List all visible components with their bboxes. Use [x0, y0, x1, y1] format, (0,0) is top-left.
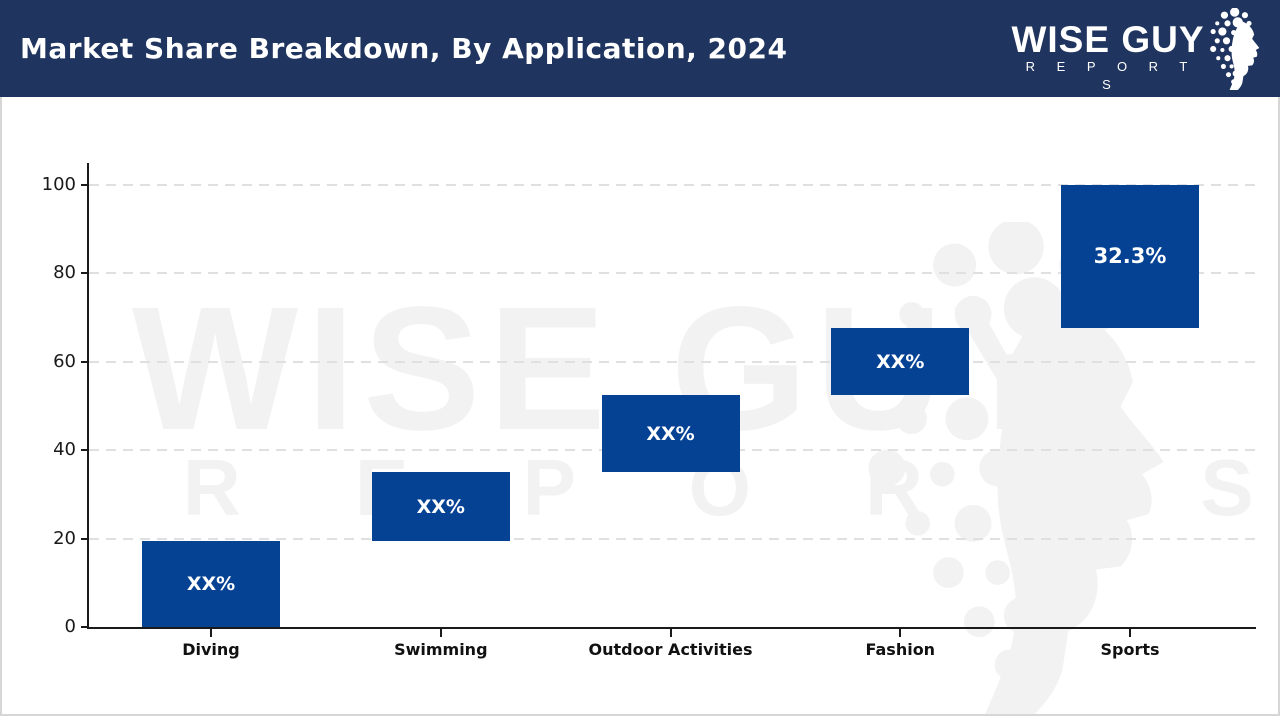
gridline: [89, 184, 1256, 186]
bar-outdoor-activities: XX%: [601, 395, 740, 473]
y-axis-tick: [81, 184, 89, 186]
x-axis-tick: [899, 629, 902, 637]
chart-title: Market Share Breakdown, By Application, …: [20, 32, 788, 65]
x-tick-label: Sports: [1100, 640, 1160, 659]
x-tick-label: Swimming: [394, 640, 488, 659]
y-axis-tick: [81, 360, 89, 363]
bar-diving: XX%: [142, 541, 280, 627]
gridline: [89, 272, 1256, 275]
brand-subname: R E P O R T S: [1025, 59, 1197, 92]
brand-logo-text: WISE GUY R E P O R T S: [1008, 19, 1208, 94]
y-axis-tick: [81, 626, 89, 628]
bar-value-label: XX%: [186, 573, 236, 596]
x-axis-tick: [439, 629, 442, 637]
bar-value-label: XX%: [416, 495, 465, 518]
gridline: [89, 537, 1256, 540]
bar-value-label: XX%: [876, 350, 925, 373]
y-tick-label: 0: [64, 616, 76, 637]
y-axis-line: [87, 163, 89, 629]
x-axis-tick: [669, 629, 672, 637]
bar-value-label: 32.3%: [1093, 244, 1167, 269]
y-tick-label: 40: [53, 439, 76, 461]
x-axis-tick: [210, 629, 212, 637]
header-bar: Market Share Breakdown, By Application, …: [0, 0, 1280, 97]
y-axis-tick: [81, 272, 89, 275]
gridline: [89, 360, 1256, 363]
y-tick-label: 20: [53, 527, 76, 549]
x-tick-label: Diving: [182, 640, 240, 659]
x-tick-label: Fashion: [865, 640, 936, 659]
y-axis-tick: [81, 449, 89, 452]
bar-fashion: XX%: [831, 327, 970, 396]
y-tick-label: 60: [53, 350, 76, 372]
bar-sports: 32.3%: [1061, 185, 1199, 328]
y-tick-label: 100: [41, 174, 76, 195]
y-axis-tick: [81, 537, 89, 540]
bar-value-label: XX%: [646, 422, 695, 445]
x-axis-tick: [1129, 629, 1131, 637]
y-tick-label: 80: [53, 262, 76, 284]
brand-name: WISE GUY: [1011, 19, 1205, 60]
x-axis-line: [87, 627, 1256, 629]
x-tick-label: Outdoor Activities: [588, 640, 753, 659]
logo-head-icon: [1188, 8, 1266, 90]
bar-swimming: XX%: [371, 472, 510, 542]
brand-logo: WISE GUY R E P O R T S: [1008, 6, 1266, 92]
